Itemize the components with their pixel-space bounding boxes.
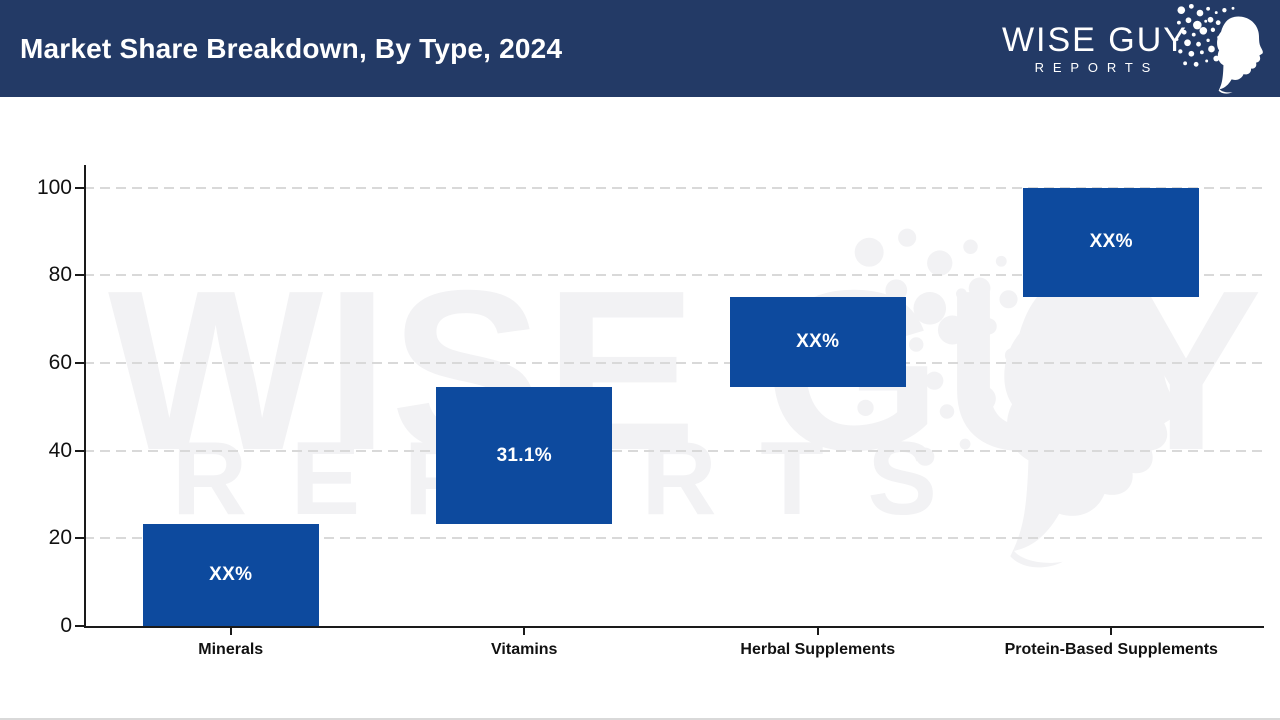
- wiseguy-logo: WISE GUY REPORTS: [1002, 3, 1270, 94]
- header-bar: Market Share Breakdown, By Type, 2024 WI…: [0, 0, 1280, 97]
- logo-wordmark: WISE GUY REPORTS: [1002, 23, 1188, 75]
- watermark-head-icon: [842, 225, 1204, 569]
- page-title: Market Share Breakdown, By Type, 2024: [20, 32, 563, 64]
- wiseguy-head-icon: [1174, 3, 1270, 94]
- chart-canvas: WISE GUY REPORTS: [0, 97, 1280, 718]
- logo-wordmark-main: WISE GUY: [1001, 20, 1188, 59]
- logo-wordmark-sub: REPORTS: [1034, 59, 1160, 75]
